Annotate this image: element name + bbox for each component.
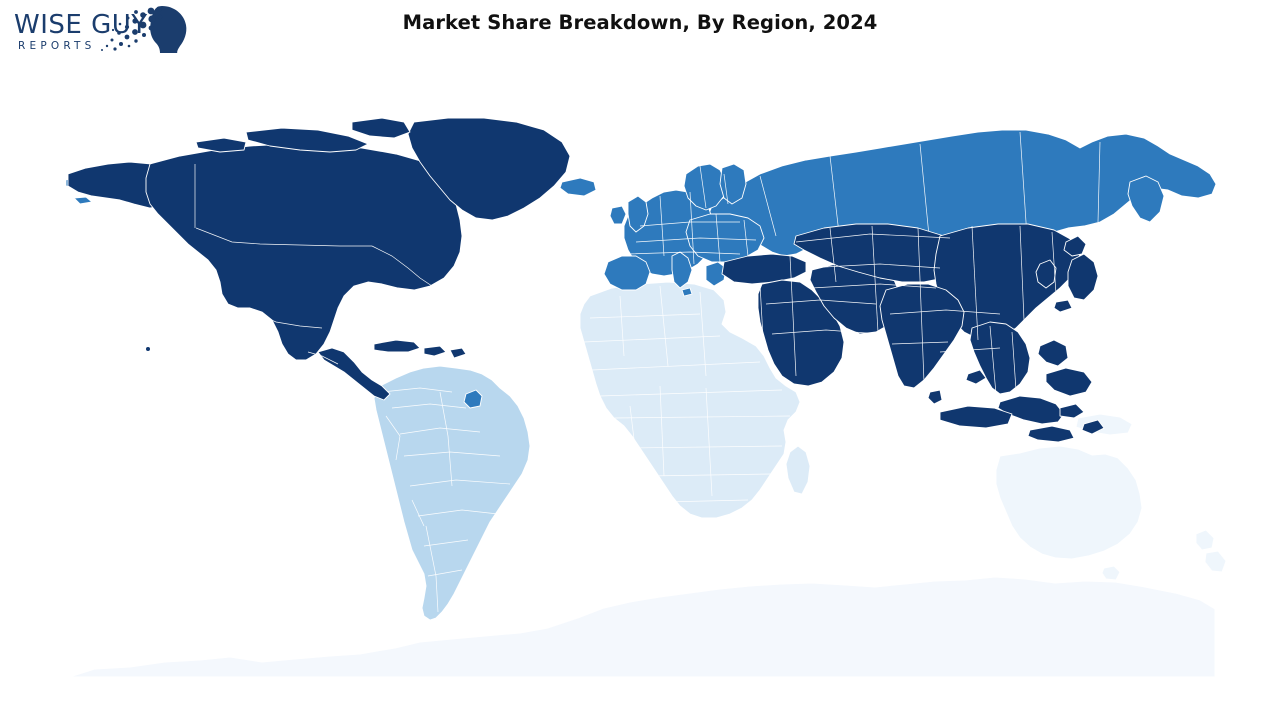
region-north-america[interactable] (67, 117, 571, 401)
region-asia-middle-east[interactable] (721, 223, 1105, 443)
region-french-guiana (463, 389, 483, 409)
header-bar: WISE GUY REPORTS (0, 0, 1280, 56)
world-choropleth-map[interactable] (0, 56, 1280, 720)
region-oceania[interactable] (995, 413, 1227, 581)
region-africa[interactable] (579, 281, 811, 519)
world-map-container (0, 56, 1280, 720)
region-south-america[interactable] (373, 365, 531, 621)
svg-text:REPORTS: REPORTS (18, 40, 96, 52)
svg-text:WISE GUY: WISE GUY (14, 10, 148, 40)
page-title: Market Share Breakdown, By Region, 2024 (402, 11, 878, 34)
region-antarctica[interactable] (69, 576, 1216, 678)
wise-guy-reports-logo-icon: WISE GUY REPORTS (14, 6, 187, 53)
pacific-islet-dot (146, 347, 150, 351)
brand-logo[interactable]: WISE GUY REPORTS (12, 3, 192, 55)
